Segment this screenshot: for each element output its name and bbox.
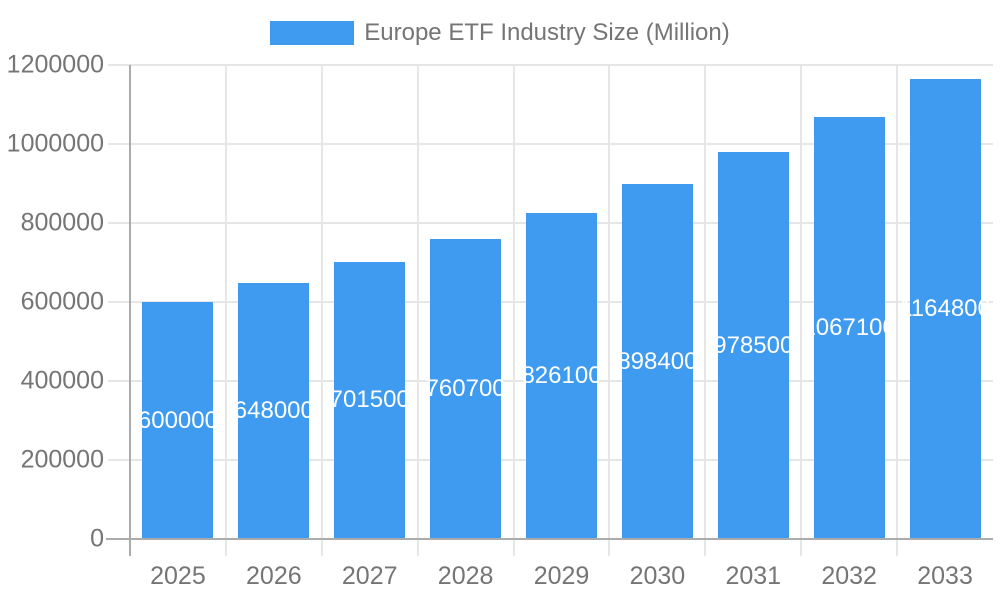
legend-swatch [270, 21, 355, 46]
x-tick-label: 2025 [150, 562, 206, 590]
gridline-v [608, 65, 611, 556]
gridline-v [416, 65, 419, 556]
x-tick-label: 2029 [533, 562, 590, 590]
y-tick-label: 1200000 [6, 50, 104, 79]
bar-2028[interactable] [430, 238, 502, 539]
gridline-v [800, 65, 803, 556]
bar-2032[interactable] [813, 117, 885, 539]
plot-area: 600000 648000 701500 760700 826100 898400 9785… [108, 64, 993, 556]
y-tick-label: 800000 [20, 208, 104, 237]
y-tick-label: 200000 [20, 445, 104, 474]
legend: Europe ETF Industry Size (Million) [0, 19, 1000, 46]
gridline-h [108, 143, 993, 145]
y-tick-label: 1000000 [6, 129, 104, 158]
bar-2031[interactable] [717, 152, 789, 539]
x-axis-baseline [106, 538, 993, 540]
x-tick-label: 2033 [917, 562, 973, 590]
gridline-v [320, 65, 323, 556]
bar-2033[interactable] [909, 78, 981, 539]
x-tick-label: 2027 [341, 562, 398, 590]
y-axis-line [129, 65, 131, 556]
bar-2026[interactable] [238, 283, 310, 539]
bar-2030[interactable] [621, 184, 693, 539]
bar-2027[interactable] [334, 261, 406, 539]
bar-2029[interactable] [526, 212, 597, 539]
x-tick-label: 2032 [821, 562, 877, 590]
gridline-v [512, 65, 515, 556]
legend-label: Europe ETF Industry Size (Million) [364, 19, 730, 46]
gridline-v [704, 65, 707, 556]
x-tick-label: 2031 [725, 562, 782, 590]
x-tick-label: 2030 [629, 562, 686, 590]
gridline-v [896, 65, 899, 556]
x-tick-label: 2026 [246, 562, 302, 590]
y-tick-label: 600000 [20, 287, 104, 316]
y-tick-label: 400000 [20, 366, 104, 395]
gridline-v [224, 65, 227, 556]
y-tick-label: 0 [90, 524, 104, 553]
x-tick-label: 2028 [437, 562, 494, 590]
bar-2025[interactable] [142, 302, 214, 539]
gridline-h [108, 64, 993, 66]
